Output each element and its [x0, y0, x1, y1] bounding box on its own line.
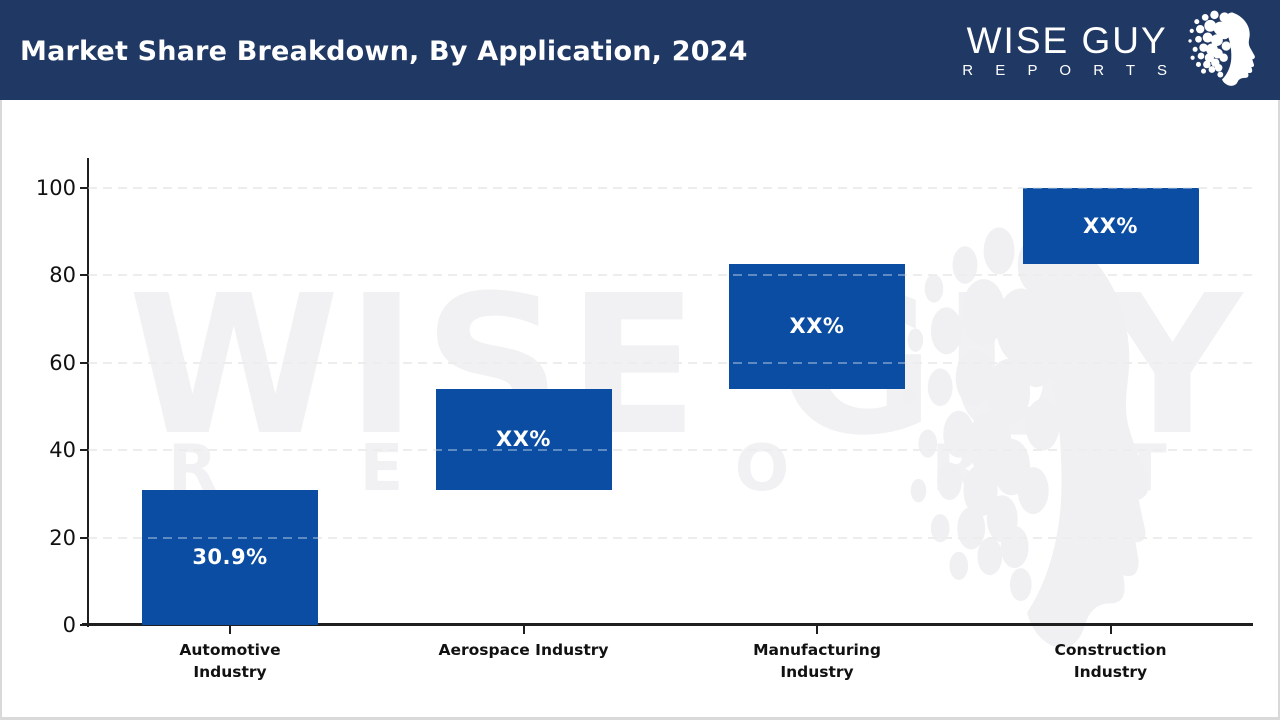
- logo-text: WISE GUY R E P O R T S: [958, 21, 1176, 81]
- gridline-20: [88, 536, 1253, 539]
- logo-dotted-head-icon: [1188, 10, 1255, 86]
- y-tick-mark-100: [80, 186, 88, 189]
- y-axis-line: [87, 158, 89, 627]
- gridline-40: [88, 449, 1253, 451]
- y-tick-label-60: 60: [49, 350, 76, 375]
- gridline-overlay-20: [88, 536, 1253, 539]
- y-tick-mark-40: [80, 449, 88, 451]
- y-tick-label-40: 40: [49, 438, 76, 462]
- gridline-60: [88, 361, 1253, 364]
- y-tick-label-100: 100: [35, 175, 76, 200]
- page-title: Market Share Breakdown, By Application, …: [20, 36, 748, 67]
- gridline-80: [88, 274, 1253, 276]
- x-category-label-aerospace-industry: Aerospace Industry: [438, 641, 609, 659]
- y-tick-label-0: 0: [62, 613, 76, 637]
- bar-value-label-manufacturing-industry: XX%: [789, 314, 845, 339]
- x-category-label-construction-industry: Construction Industry: [1054, 641, 1167, 681]
- bar-value-label-automotive-industry: 30.9%: [192, 545, 268, 570]
- bar-construction-industry: XX%: [1022, 187, 1199, 265]
- bar-value-label-aerospace-industry: XX%: [496, 427, 551, 452]
- x-tick-mark-automotive-industry: [229, 626, 231, 634]
- y-tick-mark-0: [80, 624, 88, 626]
- header-bar: Market Share Breakdown, By Application, …: [0, 0, 1280, 100]
- x-axis-line: [82, 623, 1253, 626]
- gridline-overlay-80: [88, 274, 1253, 276]
- wise-guy-logo: WISE GUY R E P O R T S: [958, 8, 1266, 94]
- y-tick-label-80: 80: [49, 263, 76, 287]
- x-tick-mark-construction-industry: [1109, 626, 1112, 634]
- bar-value-label-construction-industry: XX%: [1083, 213, 1138, 238]
- gridline-100: [88, 186, 1253, 189]
- bar-manufacturing-industry: XX%: [729, 264, 905, 389]
- bar-automotive-industry: 30.9%: [142, 489, 318, 625]
- x-category-label-manufacturing-industry: Manufacturing Industry: [753, 641, 881, 681]
- x-category-label-automotive-industry: Automotive Industry: [179, 641, 281, 681]
- y-tick-mark-20: [80, 536, 88, 539]
- gridline-overlay-40: [88, 449, 1253, 451]
- logo-wordmark: WISE GUY: [966, 20, 1168, 61]
- x-tick-mark-manufacturing-industry: [816, 626, 818, 634]
- x-tick-mark-aerospace-industry: [522, 626, 525, 634]
- gridline-overlay-100: [88, 186, 1253, 189]
- watermark-dotted-head-icon: [903, 227, 1149, 648]
- y-tick-mark-60: [80, 361, 88, 364]
- gridline-overlay-60: [88, 361, 1253, 364]
- y-tick-mark-80: [80, 274, 88, 276]
- bar-aerospace-industry: XX%: [435, 388, 612, 490]
- y-tick-label-20: 20: [49, 525, 76, 550]
- logo-subtitle: R E P O R T S: [962, 62, 1176, 79]
